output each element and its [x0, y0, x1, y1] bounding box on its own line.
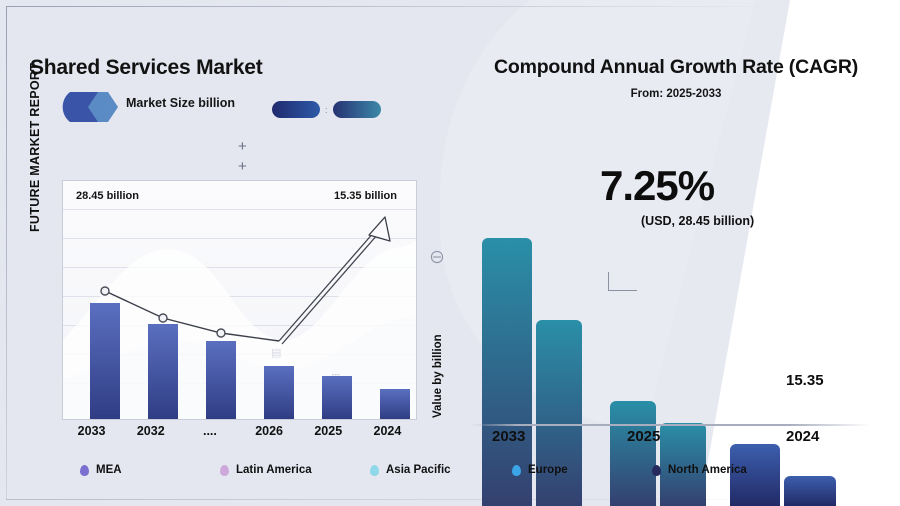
trend-line-and-arrow: [100, 216, 391, 345]
frame-top-rule: [6, 6, 786, 7]
hexagon-logo-icon: [62, 92, 118, 122]
bar-2024-secondary: [784, 476, 836, 506]
legend-label-asia-pacific: Asia Pacific: [386, 464, 451, 476]
legend-marker-mea: [80, 464, 89, 476]
bar-2026: [264, 366, 294, 419]
bar-2024: [380, 389, 410, 419]
right-chart-y-axis-label: Value by billion: [432, 334, 444, 418]
cagr-value: 7.25%: [600, 162, 715, 209]
x-label-3: 2026: [255, 424, 283, 438]
x-label-0: 2033: [77, 424, 106, 438]
pill-separator: :: [325, 104, 328, 115]
right-panel-title: Compound Annual Growth Rate (CAGR): [493, 56, 859, 78]
left-bar-chart: ▤ ⊞: [62, 180, 417, 420]
bar-2024-primary: [730, 444, 780, 506]
bar-2025: [322, 376, 352, 419]
watermark-icon: ▤: [271, 347, 282, 359]
right-x-label-2024: 2024: [786, 428, 820, 445]
legend-marker-asia-pacific: [370, 464, 379, 476]
x-label-4: 2025: [314, 424, 343, 438]
legend-marker-north-america: [652, 464, 661, 476]
bar-2033-primary: [482, 238, 532, 506]
right-panel-subtitle: From: 2025-2033: [630, 88, 722, 100]
cagr-note: (USD, 28.45 billion): [641, 214, 755, 228]
left-chart-x-axis-labels: 2033 2032 .... 2026 2025 2024: [62, 424, 417, 444]
bar-2032: [148, 324, 178, 419]
left-chart-y-axis-label: FUTURE MARKET REPORT: [28, 62, 42, 232]
plus-icon: +: [238, 158, 247, 175]
legend-label-north-america: North America: [668, 464, 747, 476]
legend-marker-europe: [512, 464, 521, 476]
bar-2033-secondary: [536, 320, 582, 506]
corner-marker: [608, 272, 637, 291]
legend: MEA Latin America Asia Pacific Europe No…: [80, 464, 800, 476]
legend-label-europe: Europe: [528, 464, 568, 476]
plus-icon: +: [238, 138, 247, 155]
right-chart-data-label: 15.35: [786, 372, 824, 389]
legend-label-mea: MEA: [96, 464, 122, 476]
right-x-label-2033: 2033: [492, 428, 526, 445]
legend-item-north-america[interactable]: North America: [652, 464, 747, 476]
x-label-5: 2024: [373, 424, 402, 438]
bar-ellipsis: [206, 341, 236, 419]
bar-2033: [90, 303, 120, 419]
legend-marker-latin-america: [220, 464, 229, 476]
legend-item-asia-pacific[interactable]: Asia Pacific: [370, 464, 512, 476]
legend-item-europe[interactable]: Europe: [512, 464, 652, 476]
legend-item-mea[interactable]: MEA: [80, 464, 220, 476]
bar-2025-primary: [610, 401, 656, 506]
left-panel-title: Shared Services Market: [30, 56, 263, 79]
circle-minus-icon: [430, 250, 444, 264]
pill-group: :: [272, 101, 381, 118]
x-label-2: ....: [202, 424, 217, 438]
left-chart-value-end: 15.35 billion: [334, 190, 397, 202]
bar-2025-secondary: [660, 423, 706, 506]
legend-item-latin-america[interactable]: Latin America: [220, 464, 370, 476]
right-chart-baseline: [470, 424, 870, 426]
market-size-badge-label: Market Size billion: [126, 96, 236, 110]
right-x-label-2025: 2025: [627, 428, 661, 445]
left-chart-value-start: 28.45 billion: [76, 190, 139, 202]
pill-primary: [272, 101, 320, 118]
legend-label-latin-america: Latin America: [236, 464, 312, 476]
frame-left-rule: [6, 6, 7, 500]
frame-bottom-rule: [6, 499, 776, 500]
pill-secondary: [332, 101, 381, 118]
x-label-1: 2032: [136, 424, 165, 438]
